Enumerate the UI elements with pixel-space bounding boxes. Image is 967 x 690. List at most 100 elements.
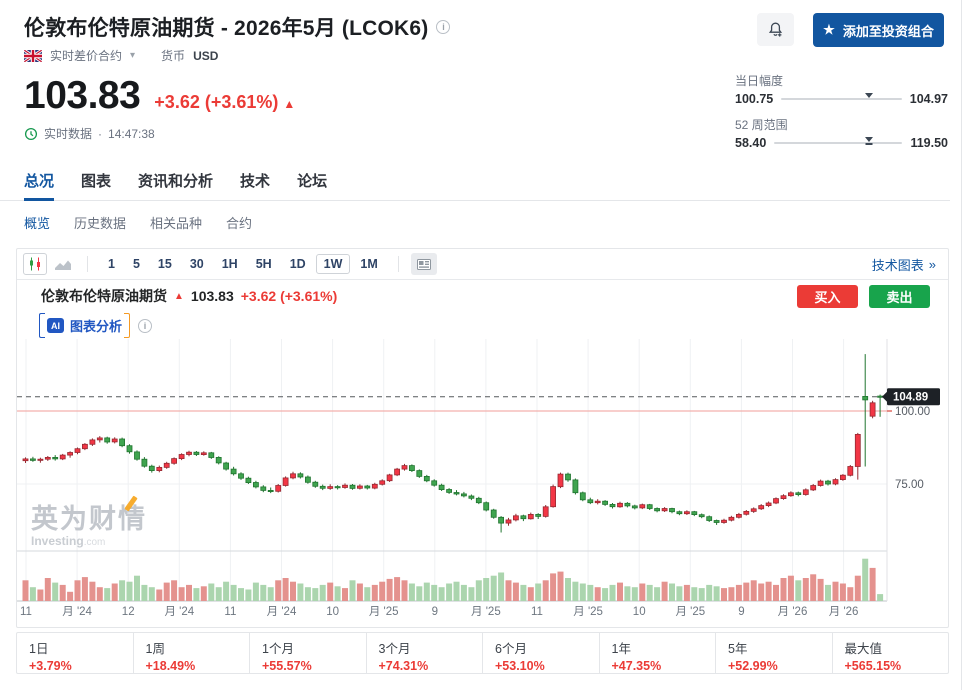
day-range-high: 104.97 (909, 92, 948, 106)
performance-period: 1年 (611, 642, 631, 656)
subtab-概览[interactable]: 概览 (24, 216, 51, 231)
grid-lines (17, 339, 887, 601)
svg-text:9: 9 (738, 606, 744, 618)
svg-text:12: 12 (122, 606, 135, 618)
currency-label: 货币 (161, 49, 186, 63)
news-events-button[interactable] (410, 253, 437, 275)
candlestick-chart-type-button[interactable] (23, 253, 47, 275)
header: 伦敦布伦特原油期货 - 2026年5月 (LCOK6) i (24, 12, 451, 42)
realtime-status: 实时数据 · 14:47:38 (24, 125, 155, 142)
interval-30[interactable]: 30 (189, 257, 204, 271)
area-chart-type-button[interactable] (51, 253, 75, 275)
performance-value: +53.10% (495, 659, 545, 673)
performance-value: +3.79% (29, 659, 72, 673)
interval-selector: 1 5 15 30 1H 5H 1D 1W 1M (100, 254, 386, 274)
technical-chart-link[interactable]: 技术图表» (871, 256, 936, 273)
chart-up-arrow-icon: ▲ (174, 290, 184, 302)
ranges-panel: 当日幅度 100.75 104.97 52 周范围 58.40 119.50 (735, 72, 948, 160)
add-to-portfolio-button[interactable]: ★ 添加至投资组合 (813, 13, 944, 47)
svg-text:月 '25: 月 '25 (573, 606, 603, 618)
week52-range-label: 52 周范围 (735, 118, 788, 132)
performance-value: +55.57% (262, 659, 312, 673)
performance-period: 1个月 (262, 642, 294, 656)
instrument-meta: 实时差价合约 ▾ 货币 USD (24, 47, 218, 64)
last-price: 103.83 (24, 74, 141, 117)
performance-cell-5年: 5年 +52.99% (716, 633, 833, 673)
svg-text:月 '25: 月 '25 (675, 606, 705, 618)
subtab-历史数据[interactable]: 历史数据 (74, 216, 127, 231)
performance-table: 1日 +3.79% 1周 +18.49% 1个月 +55.57% 3个月 +74.31% 6个月… (16, 632, 949, 674)
page-title: 伦敦布伦特原油期货 - 2026年5月 (LCOK6) (24, 17, 429, 40)
week52-range-high: 119.50 (910, 136, 948, 150)
performance-period: 1日 (29, 642, 49, 656)
interval-1M[interactable]: 1M (360, 257, 378, 271)
performance-value: +52.99% (728, 659, 778, 673)
day-range-low: 100.75 (735, 92, 774, 106)
currency-value: USD (193, 48, 219, 63)
svg-text:10: 10 (326, 606, 339, 618)
x-axis-labels: 11 月 '24 12 月 '24 11 月 '24 10 月 '25 9 月 '25 11 月 '2… (20, 606, 858, 618)
day-range-label: 当日幅度 (735, 74, 784, 88)
interval-1H[interactable]: 1H (221, 257, 238, 271)
status-label: 实时数据 (44, 127, 93, 141)
subtab-合约[interactable]: 合约 (226, 216, 253, 231)
candlestick-icon (30, 257, 40, 271)
ai-analysis-label: 图表分析 (70, 319, 123, 334)
interval-5[interactable]: 5 (132, 257, 140, 271)
tab-图表[interactable]: 图表 (81, 173, 112, 190)
toolbar-divider (87, 256, 88, 272)
tab-总况[interactable]: 总况 (24, 170, 55, 201)
day-range-row: 100.75 104.97 (735, 92, 948, 106)
performance-value: +18.49% (145, 659, 196, 673)
tab-论坛[interactable]: 论坛 (297, 173, 328, 190)
week52-range-track (774, 137, 903, 145)
svg-text:月 '24: 月 '24 (267, 606, 297, 618)
chevron-down-icon[interactable]: ▾ (130, 50, 136, 61)
svg-text:11: 11 (531, 606, 543, 618)
performance-cell-3个月: 3个月 +74.31% (367, 633, 483, 673)
sub-tabs: 概览 历史数据 相关品种 合约 (24, 213, 252, 232)
performance-period: 1周 (145, 642, 165, 656)
interval-1[interactable]: 1 (108, 257, 115, 271)
interval-1W[interactable]: 1W (315, 254, 351, 274)
performance-value: +565.15% (844, 659, 902, 673)
performance-value: +47.35% (611, 659, 662, 673)
candlestick-series (22, 354, 883, 533)
ai-info-icon[interactable]: i (138, 318, 153, 333)
title-info-icon[interactable]: i (436, 20, 451, 34)
tab-技术[interactable]: 技术 (240, 173, 271, 190)
svg-text:11: 11 (224, 606, 236, 618)
news-icon (416, 258, 431, 270)
tab-资讯和分析[interactable]: 资讯和分析 (138, 173, 214, 190)
svg-text:月 '24: 月 '24 (164, 606, 194, 618)
create-alert-button[interactable] (757, 13, 794, 46)
chart-header: 伦敦布伦特原油期货 ▲ 103.83 +3.62 (+3.61%) 买入 卖出 (17, 280, 948, 312)
svg-text:月 '25: 月 '25 (471, 606, 501, 618)
up-arrow-icon: ▲ (283, 97, 296, 111)
performance-cell-最大值: 最大值 +565.15% (833, 633, 949, 673)
instrument-type-label[interactable]: 实时差价合约 (50, 49, 123, 63)
chart-area[interactable]: 100.00 75.00 104.89 11 月 '24 12 月 '24 11 月 '24 10… (17, 339, 950, 619)
ai-chart-analysis-button[interactable]: AI 图表分析 (39, 313, 131, 338)
bell-plus-icon (768, 22, 783, 37)
uk-flag-icon (24, 49, 42, 62)
svg-text:10: 10 (633, 606, 646, 618)
week52-range-low: 58.40 (735, 136, 767, 150)
subtab-相关品种[interactable]: 相关品种 (150, 216, 203, 231)
performance-period: 5年 (728, 642, 748, 656)
ai-icon: AI (47, 318, 64, 333)
interval-5H[interactable]: 5H (255, 257, 272, 271)
chart-card: 1 5 15 30 1H 5H 1D 1W 1M 技术图表» 伦敦布伦特原油期货 ▲ 103.8… (16, 248, 949, 628)
star-icon: ★ (823, 22, 835, 37)
sell-button[interactable]: 卖出 (869, 284, 930, 308)
day-range-track (781, 93, 902, 100)
interval-15[interactable]: 15 (157, 257, 172, 271)
quote-time: 14:47:38 (108, 126, 155, 141)
add-to-portfolio-label: 添加至投资组合 (842, 23, 934, 39)
chart-toolbar: 1 5 15 30 1H 5H 1D 1W 1M 技术图表» (17, 249, 948, 280)
svg-text:月 '24: 月 '24 (62, 606, 92, 618)
interval-1D[interactable]: 1D (289, 257, 306, 271)
volume-bars (22, 558, 884, 601)
performance-period: 6个月 (495, 642, 527, 656)
buy-button[interactable]: 买入 (797, 284, 858, 308)
